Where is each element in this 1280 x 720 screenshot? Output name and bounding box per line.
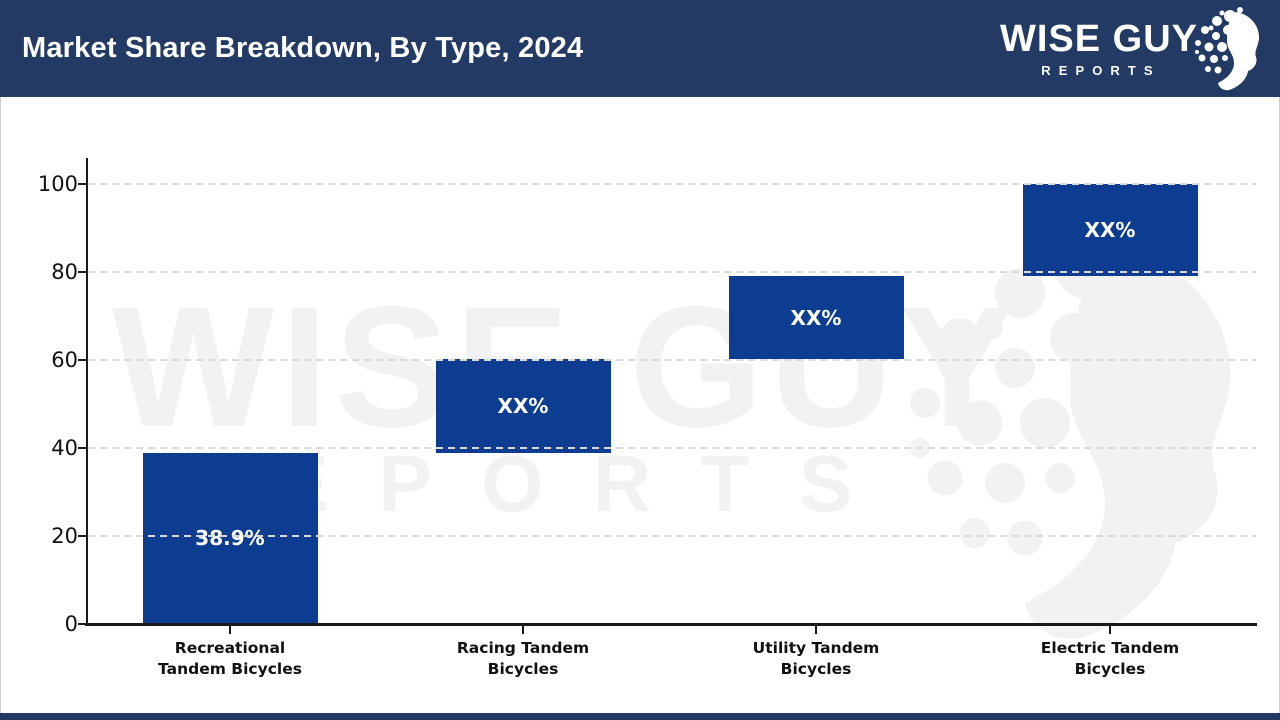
x-category-label: Electric Tandem Bicycles [1040, 639, 1180, 679]
bar-value-label: XX% [790, 305, 842, 330]
waterfall-bar-2: XX% [435, 358, 611, 453]
x-tick-mark [522, 626, 524, 634]
y-tick-label: 80 [51, 260, 78, 284]
logo-wordmark: WISE GUY REPORTS [1000, 20, 1198, 77]
y-tick-label: 60 [51, 348, 78, 372]
bar-value-label: XX% [497, 393, 549, 418]
x-tick-mark [1109, 626, 1111, 634]
y-tick-label: 20 [51, 524, 78, 548]
logo-wordmark-line1: WISE GUY [999, 18, 1198, 60]
y-tick-mark [78, 359, 88, 361]
y-tick-label: 100 [37, 172, 78, 196]
x-tick-mark [229, 626, 231, 634]
bar-value-label: 38.9% [195, 526, 265, 551]
x-category-label: Recreational Tandem Bicycles [158, 639, 302, 679]
header-bar: Market Share Breakdown, By Type, 2024 WI… [0, 0, 1280, 97]
y-tick-mark [78, 183, 88, 185]
gridline-y80 [88, 271, 1256, 273]
x-axis-spine [85, 623, 1257, 626]
wiseguy-logo: WISE GUY REPORTS [1000, 6, 1266, 92]
gridline-y60 [88, 359, 1256, 361]
y-tick-mark [78, 447, 88, 449]
gridline-y40 [88, 447, 1256, 449]
waterfall-bar-4: XX% [1022, 184, 1198, 277]
gridline-y100 [88, 183, 1256, 185]
y-tick-label: 0 [64, 612, 78, 636]
footer-bar [0, 713, 1280, 720]
y-tick-label: 40 [51, 436, 78, 460]
y-tick-mark [78, 271, 88, 273]
page-title: Market Share Breakdown, By Type, 2024 [22, 32, 584, 64]
logo-head-icon [1195, 6, 1260, 90]
bar-value-label: XX% [1084, 218, 1136, 243]
logo-wordmark-line2: REPORTS [1041, 63, 1161, 78]
x-tick-mark [815, 626, 817, 634]
y-tick-mark [78, 623, 88, 625]
waterfall-bar-3: XX% [728, 276, 904, 359]
watermark-head-icon [910, 238, 1231, 639]
x-category-label: Utility Tandem Bicycles [752, 639, 880, 679]
y-axis-spine [86, 158, 88, 626]
gridline-y20 [88, 535, 1256, 537]
x-category-label: Racing Tandem Bicycles [456, 639, 590, 679]
waterfall-bar-1: 38.9% [142, 452, 318, 624]
y-tick-mark [78, 535, 88, 537]
